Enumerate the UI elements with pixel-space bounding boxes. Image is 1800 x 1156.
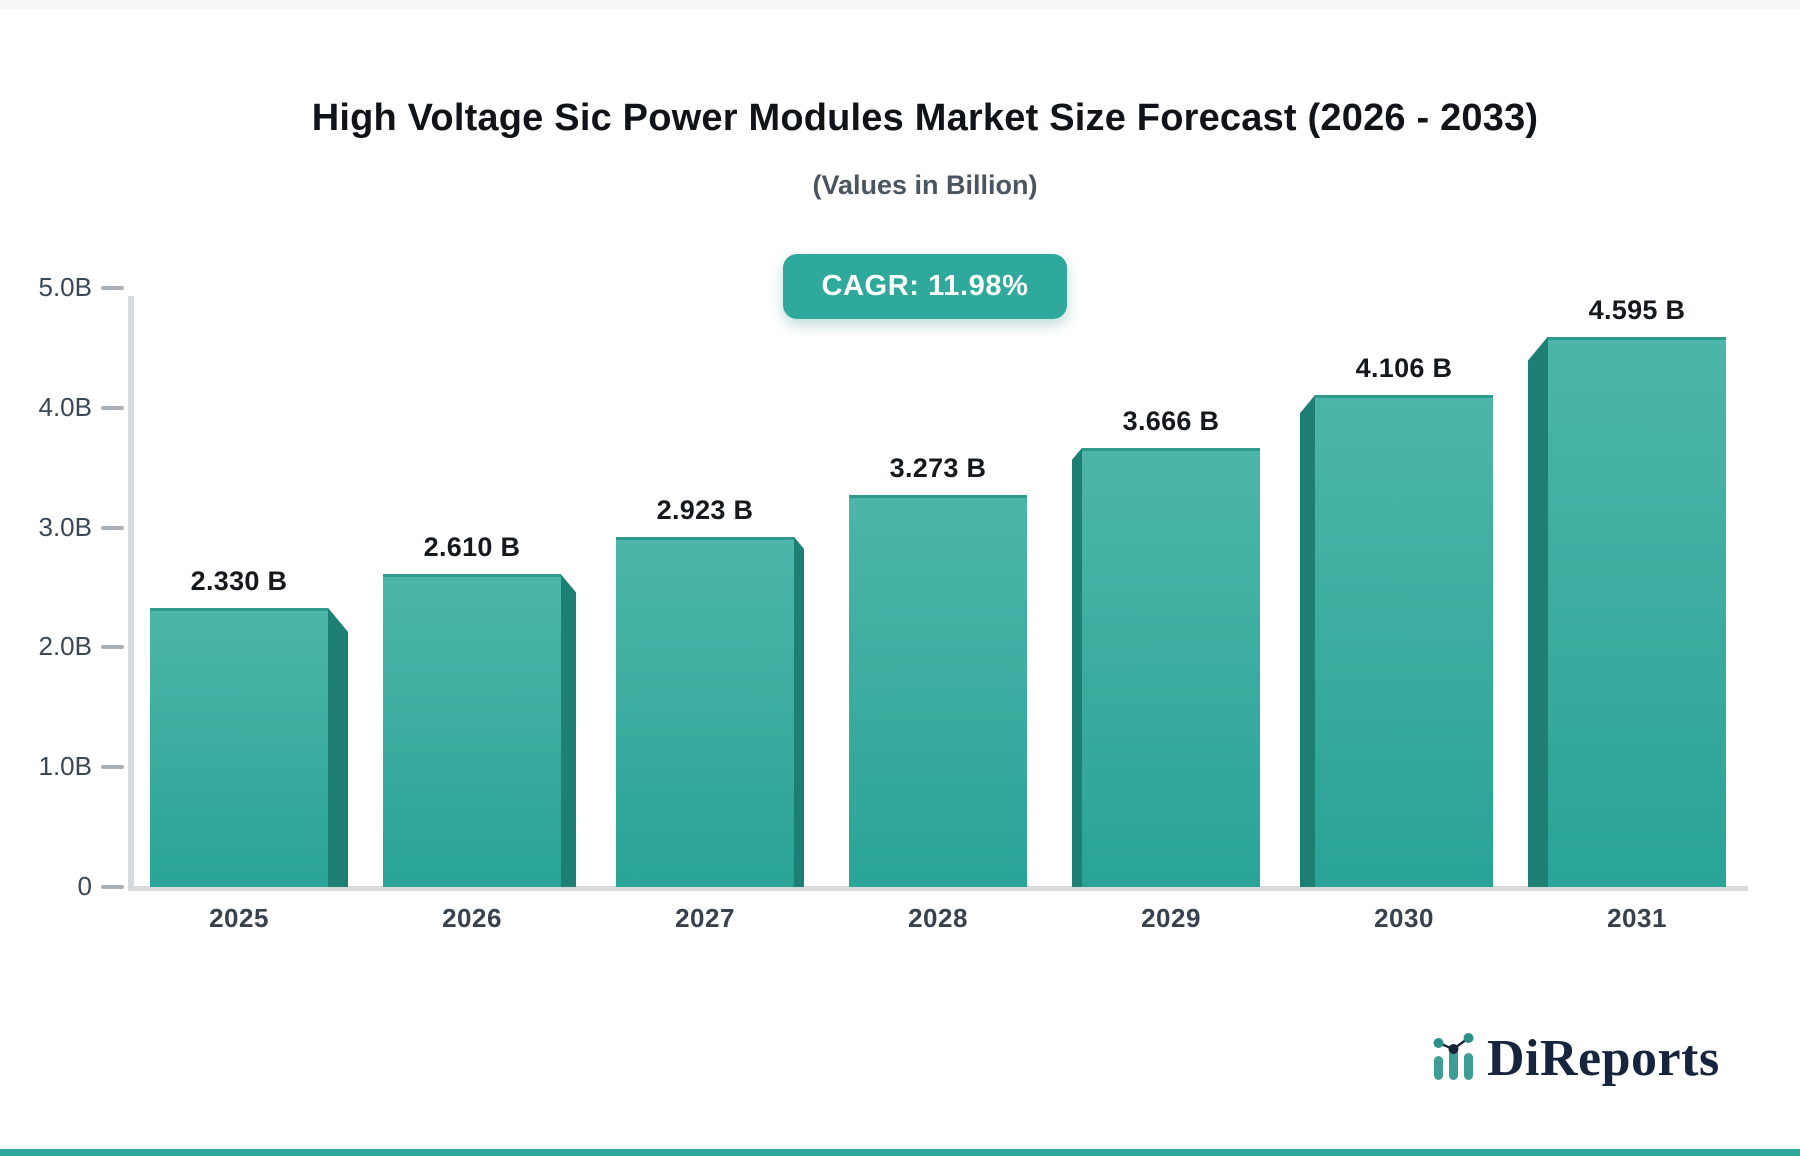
top-border-strip (0, 0, 1800, 9)
y-axis-tick-label: 0 (77, 871, 92, 901)
y-axis-line (128, 296, 134, 891)
bar-side-3d (1300, 395, 1315, 887)
y-axis-tick (101, 645, 124, 650)
x-axis-label-2028: 2028 (908, 903, 968, 933)
y-axis-tick (101, 765, 124, 770)
bar-side-3d (1528, 336, 1548, 887)
bar-value-label: 3.666 B (1122, 405, 1220, 436)
bar-2030 (1315, 395, 1493, 887)
y-axis-tick-label: 2.0B (38, 631, 93, 662)
mini-bar-line-chart-icon (1433, 1033, 1474, 1080)
y-axis-tick-label: 3.0B (38, 511, 93, 542)
x-axis-label-2031: 2031 (1607, 903, 1667, 933)
y-axis-tick (101, 525, 124, 530)
y-axis-tick-label: 5.0B (38, 272, 93, 302)
y-axis-tick-label: 4.0B (38, 391, 93, 422)
x-axis-label-2026: 2026 (442, 903, 502, 933)
bar-2025 (150, 607, 328, 887)
bar-value-label: 2.923 B (656, 494, 754, 525)
x-axis-label-2030: 2030 (1374, 903, 1434, 933)
direports-logo: DiReports (1432, 1030, 1720, 1088)
bar-side-3d (794, 536, 804, 887)
x-axis-label-2029: 2029 (1141, 903, 1201, 933)
y-axis-tick-label: 1.0B (38, 751, 93, 782)
bar-value-label: 4.595 B (1588, 294, 1686, 325)
chart-title: High Voltage Sic Power Modules Market Si… (311, 97, 1539, 139)
x-axis-line (128, 886, 1748, 891)
chart-subtitle: (Values in Billion) (812, 170, 1038, 200)
bar-2027 (616, 536, 794, 887)
bar-value-label: 3.273 B (889, 452, 987, 483)
bar-2031 (1548, 336, 1726, 887)
direports-logo-text: DiReports (1487, 1030, 1720, 1088)
bar-value-label: 4.106 B (1355, 353, 1453, 384)
y-axis-tick (101, 885, 124, 889)
y-axis-tick (101, 286, 124, 290)
bottom-border-strip (0, 1149, 1800, 1156)
x-axis-label-2025: 2025 (209, 903, 269, 933)
bar-value-label: 2.610 B (423, 532, 521, 563)
bar-value-label: 2.330 B (190, 565, 288, 596)
bar-2028 (849, 494, 1027, 887)
y-axis-tick (101, 405, 124, 410)
bar-2026 (383, 574, 561, 887)
bar-side-3d (1072, 447, 1082, 887)
bar-2029 (1082, 447, 1260, 887)
bar-side-3d (328, 607, 348, 887)
bar-side-3d (561, 574, 576, 887)
x-axis-label-2027: 2027 (675, 903, 735, 933)
